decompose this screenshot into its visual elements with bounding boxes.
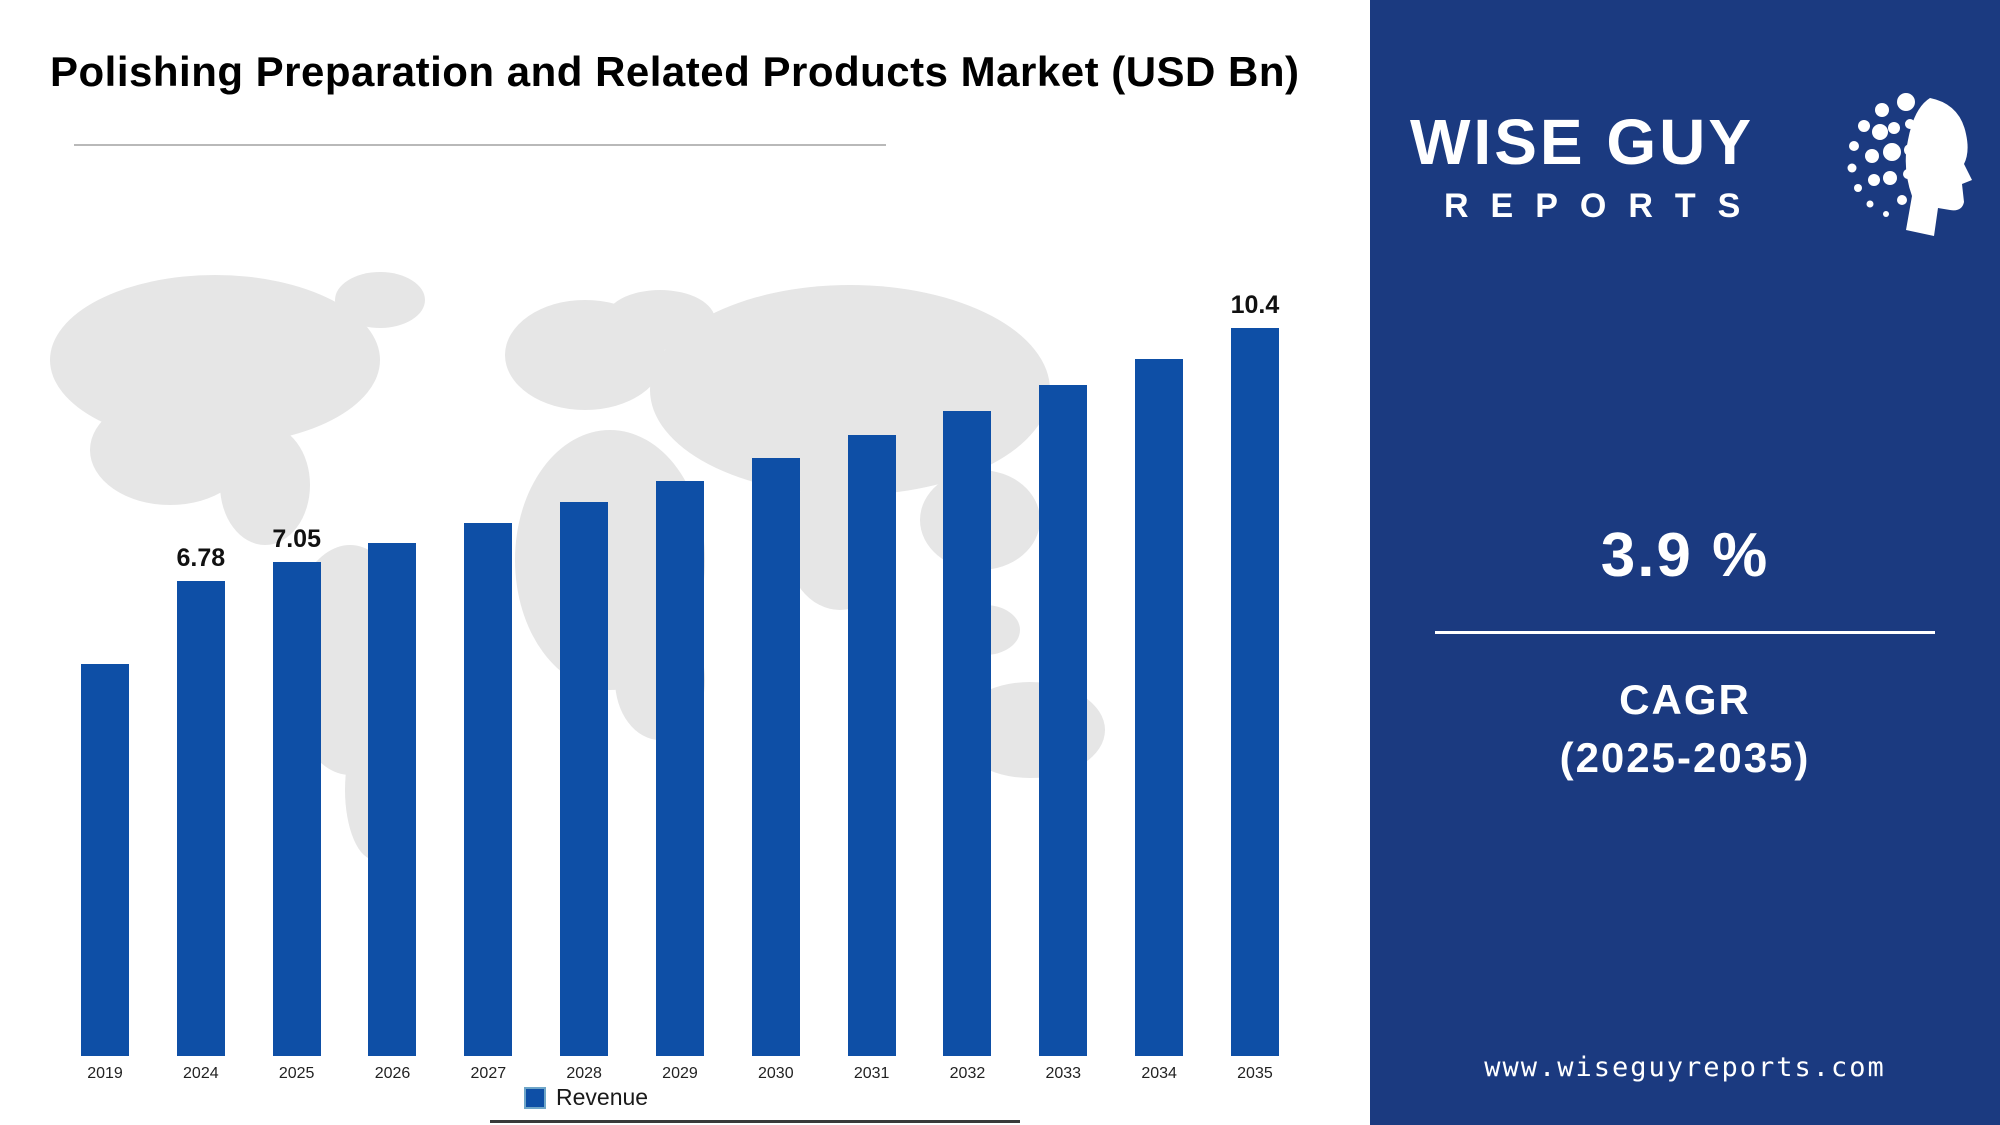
x-axis-label-2026: 2026 xyxy=(374,1065,411,1082)
bar-2033 xyxy=(1039,385,1088,1056)
legend-swatch-revenue xyxy=(524,1086,546,1109)
bar-2025 xyxy=(272,562,321,1056)
bottom-divider xyxy=(490,1120,1020,1123)
x-axis-label-2025: 2025 xyxy=(278,1065,315,1082)
bar-chart: 2019 6.78 2024 7.05 2025 2026 2027 2028 2029 2030… xyxy=(75,256,1285,1082)
x-axis-label-2024: 2024 xyxy=(183,1065,219,1082)
bar-value-label-2035: 10.4 xyxy=(1230,291,1280,319)
bar-column-2028: 2028 xyxy=(554,502,614,1082)
x-axis-label-2019: 2019 xyxy=(87,1065,123,1082)
x-axis-label-2031: 2031 xyxy=(853,1065,890,1082)
bar-column-2035: 10.4 2035 xyxy=(1225,291,1285,1082)
bar-column-2033: 2033 xyxy=(1033,385,1093,1082)
bar-2034 xyxy=(1135,359,1184,1056)
bar-2030 xyxy=(751,458,800,1056)
bar-2032 xyxy=(943,411,992,1056)
brand-name: WISE GUY xyxy=(1410,105,1755,178)
x-axis-label-2029: 2029 xyxy=(662,1065,698,1082)
cagr-label: CAGR xyxy=(1619,676,1751,723)
bar-column-2031: 2031 xyxy=(842,435,902,1082)
chart-title: Polishing Preparation and Related Produc… xyxy=(50,48,1300,95)
bar-column-2034: 2034 xyxy=(1129,359,1189,1082)
website-url: www.wiseguyreports.com xyxy=(1484,1052,1886,1083)
bar-column-2019: 2019 xyxy=(75,664,135,1082)
dotted-head-icon xyxy=(1847,93,1972,236)
bar-column-2026: 2026 xyxy=(362,543,422,1082)
x-axis-label-2028: 2028 xyxy=(566,1065,602,1082)
bar-column-2030: 2030 xyxy=(746,458,806,1082)
bar-2028 xyxy=(560,502,609,1056)
bar-2019 xyxy=(81,664,129,1056)
x-axis-label-2033: 2033 xyxy=(1045,1065,1082,1082)
cagr-divider-line xyxy=(1435,631,1935,634)
bar-column-2032: 2032 xyxy=(937,411,997,1082)
bar-value-label-2025: 7.05 xyxy=(272,525,321,553)
bar-value-label-2024: 6.78 xyxy=(176,544,226,572)
x-axis-label-2027: 2027 xyxy=(470,1065,507,1082)
brand-text: WISE GUY REPORTS xyxy=(1410,105,1810,226)
x-axis-label-2034: 2034 xyxy=(1141,1065,1177,1082)
cagr-period: (2025-2035) xyxy=(1559,734,1811,781)
bar-column-2024: 6.78 2024 xyxy=(171,544,231,1082)
chart-section: Polishing Preparation and Related Produc… xyxy=(50,48,1300,1123)
legend: Revenue xyxy=(524,1084,648,1111)
x-axis-label-2032: 2032 xyxy=(949,1065,986,1082)
bar-column-2025: 7.05 2025 xyxy=(267,525,327,1082)
side-panel: WISE GUY REPORTS xyxy=(1370,0,2000,1125)
bar-2024 xyxy=(176,581,225,1056)
x-axis-label-2035: 2035 xyxy=(1237,1065,1273,1082)
bar-column-2029: 2029 xyxy=(650,481,710,1082)
bar-2026 xyxy=(368,543,417,1056)
bar-column-2027: 2027 xyxy=(458,523,518,1082)
cagr-block: 3.9 % CAGR (2025-2035) xyxy=(1370,520,2000,782)
cagr-value: 3.9 % xyxy=(1600,521,1770,590)
brand-subname: REPORTS xyxy=(1444,186,1763,225)
x-axis-label-2030: 2030 xyxy=(758,1065,794,1082)
bar-2035 xyxy=(1230,328,1279,1056)
legend-label-revenue: Revenue xyxy=(556,1084,649,1110)
brand-logo: WISE GUY REPORTS xyxy=(1410,80,1980,250)
title-underline xyxy=(74,144,886,146)
bar-2027 xyxy=(464,523,513,1056)
bar-2031 xyxy=(847,435,896,1056)
bar-2029 xyxy=(655,481,704,1056)
